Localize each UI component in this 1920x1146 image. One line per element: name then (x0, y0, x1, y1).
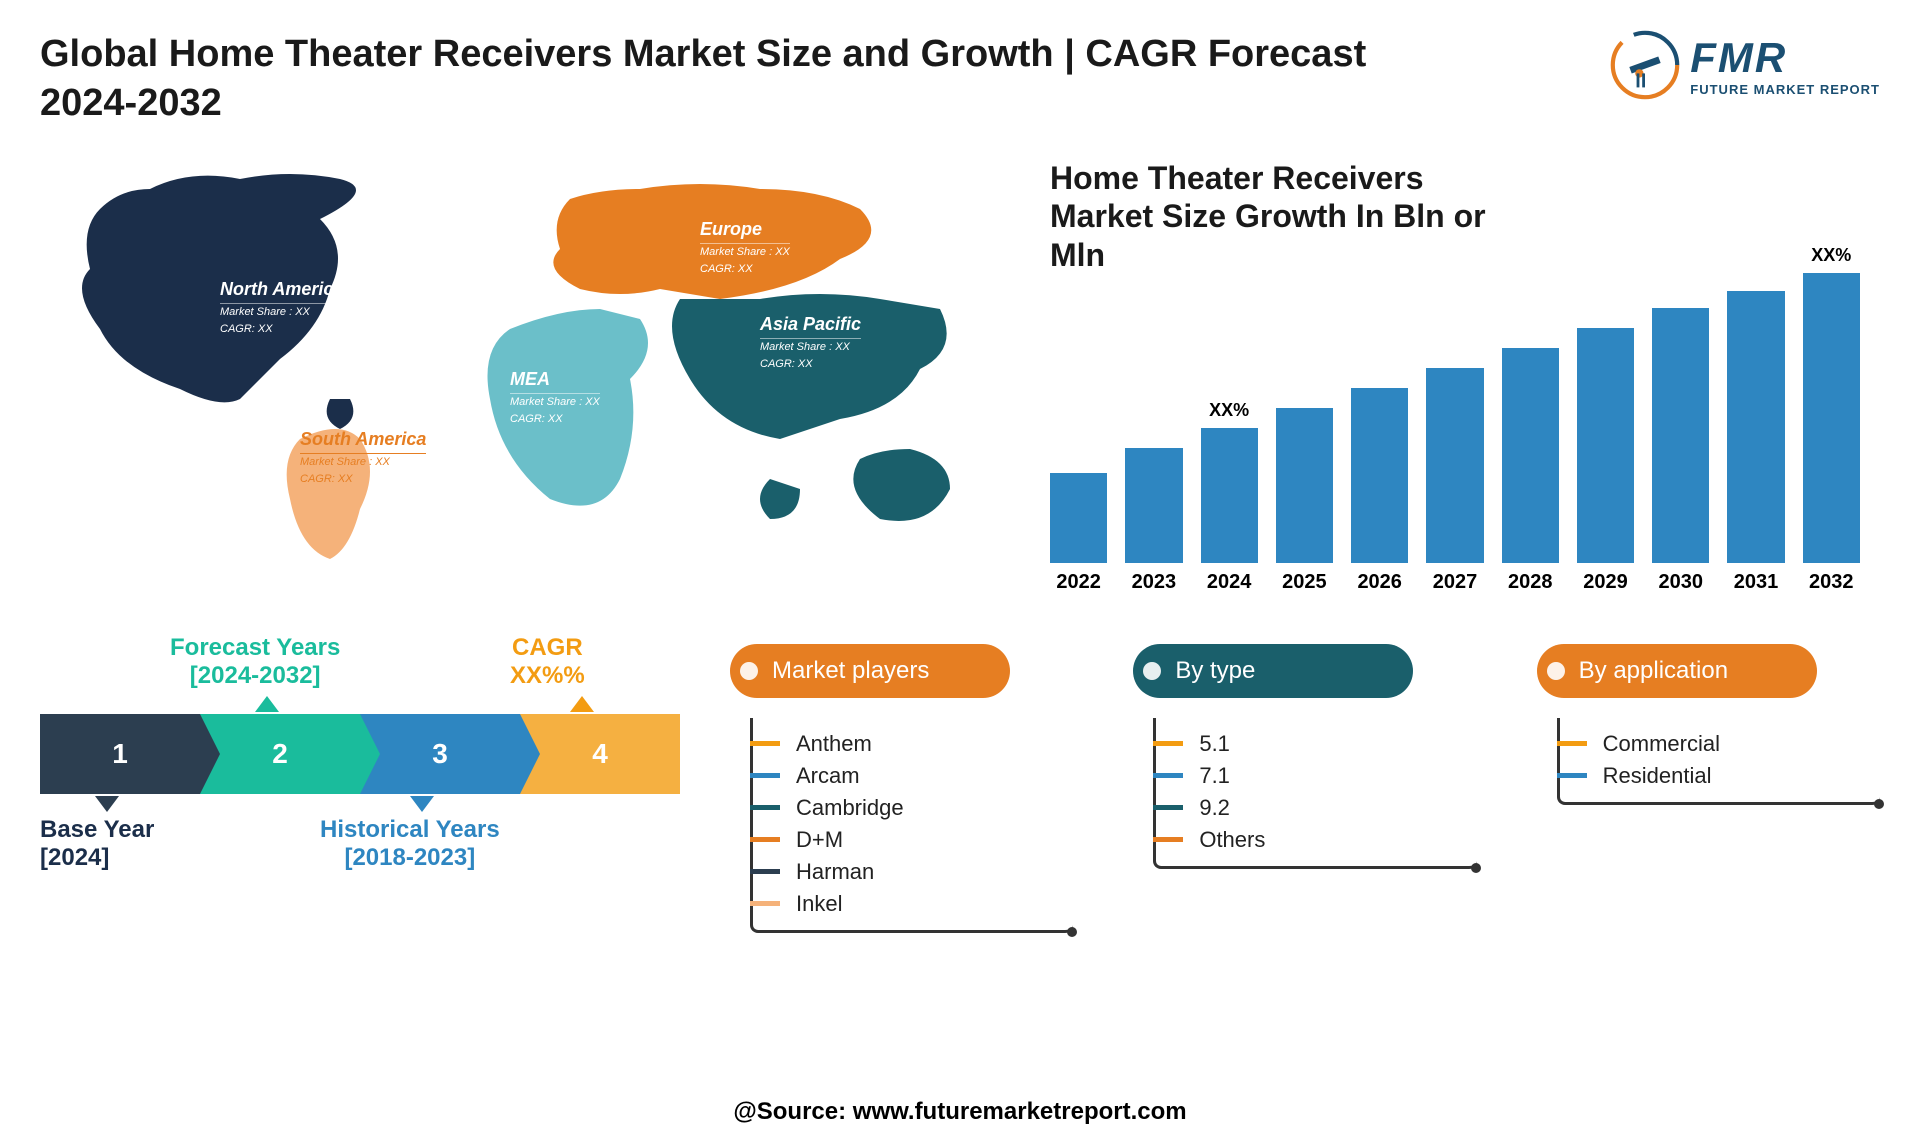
region-label: North AmericaMarket Share : XXCAGR: XX (220, 279, 343, 335)
arrow-up-icon (255, 696, 279, 712)
timeline-segment: 3 (360, 714, 520, 794)
timeline-segment: 1 (40, 714, 200, 794)
arrow-down-icon (410, 796, 434, 812)
list-item: Others (1156, 824, 1476, 856)
logo-text-sub: FUTURE MARKET REPORT (1690, 82, 1880, 97)
bullet-icon (1143, 662, 1161, 680)
historical-years-label: Historical Years[2018-2023] (320, 816, 500, 872)
info-list: AnthemArcamCambridgeD+MHarmanInkel (750, 718, 1073, 933)
arrow-up-icon (570, 696, 594, 712)
bar: XX%2024 (1201, 428, 1258, 594)
region-label: Asia PacificMarket Share : XXCAGR: XX (760, 314, 861, 370)
list-item: 7.1 (1156, 760, 1476, 792)
chart-title: Home Theater Receivers Market Size Growt… (1050, 159, 1530, 274)
bar: 2026 (1351, 388, 1408, 594)
list-item: Residential (1560, 760, 1880, 792)
bullet-icon (740, 662, 758, 680)
source-text: @Source: www.futuremarketreport.com (733, 1098, 1186, 1126)
bar: 2031 (1727, 291, 1784, 594)
region-label: South AmericaMarket Share : XXCAGR: XX (300, 429, 426, 485)
info-list: CommercialResidential (1557, 718, 1880, 805)
bar-chart: Home Theater Receivers Market Size Growt… (1030, 149, 1880, 604)
timeline-segment: 2 (200, 714, 360, 794)
world-map: North AmericaMarket Share : XXCAGR: XX So… (40, 149, 1000, 569)
bar: 2030 (1652, 308, 1709, 594)
info-column: Market players AnthemArcamCambridgeD+MHa… (730, 644, 1073, 933)
bar: 2028 (1502, 348, 1559, 594)
forecast-years-label: Forecast Years[2024-2032] (170, 634, 340, 690)
telescope-icon (1610, 30, 1680, 100)
logo-text-main: FMR (1690, 34, 1880, 82)
column-header-pill: By type (1133, 644, 1413, 698)
info-column: By application CommercialResidential (1537, 644, 1880, 933)
list-item: Anthem (753, 728, 1073, 760)
column-header-pill: By application (1537, 644, 1817, 698)
bar: XX%2032 (1803, 273, 1860, 594)
info-column: By type 5.17.19.2Others (1133, 644, 1476, 933)
list-item: Commercial (1560, 728, 1880, 760)
base-year-label: Base Year[2024] (40, 816, 154, 872)
bar: 2027 (1426, 368, 1483, 594)
page-title: Global Home Theater Receivers Market Siz… (40, 30, 1440, 129)
column-header-pill: Market players (730, 644, 1010, 698)
list-item: 9.2 (1156, 792, 1476, 824)
info-list: 5.17.19.2Others (1153, 718, 1476, 869)
bar: 2023 (1125, 448, 1182, 594)
list-item: Inkel (753, 888, 1073, 920)
timeline: Forecast Years[2024-2032] CAGRXX%% 1234 … (40, 644, 680, 794)
cagr-label: CAGRXX%% (510, 634, 585, 690)
bar: 2029 (1577, 328, 1634, 594)
list-item: Cambridge (753, 792, 1073, 824)
list-item: 5.1 (1156, 728, 1476, 760)
fmr-logo: FMR FUTURE MARKET REPORT (1610, 30, 1880, 100)
list-item: Arcam (753, 760, 1073, 792)
timeline-segment: 4 (520, 714, 680, 794)
bar: 2022 (1050, 473, 1107, 594)
bullet-icon (1547, 662, 1565, 680)
list-item: D+M (753, 824, 1073, 856)
list-item: Harman (753, 856, 1073, 888)
bar: 2025 (1276, 408, 1333, 594)
region-label: EuropeMarket Share : XXCAGR: XX (700, 219, 790, 275)
arrow-down-icon (95, 796, 119, 812)
region-label: MEAMarket Share : XXCAGR: XX (510, 369, 600, 425)
